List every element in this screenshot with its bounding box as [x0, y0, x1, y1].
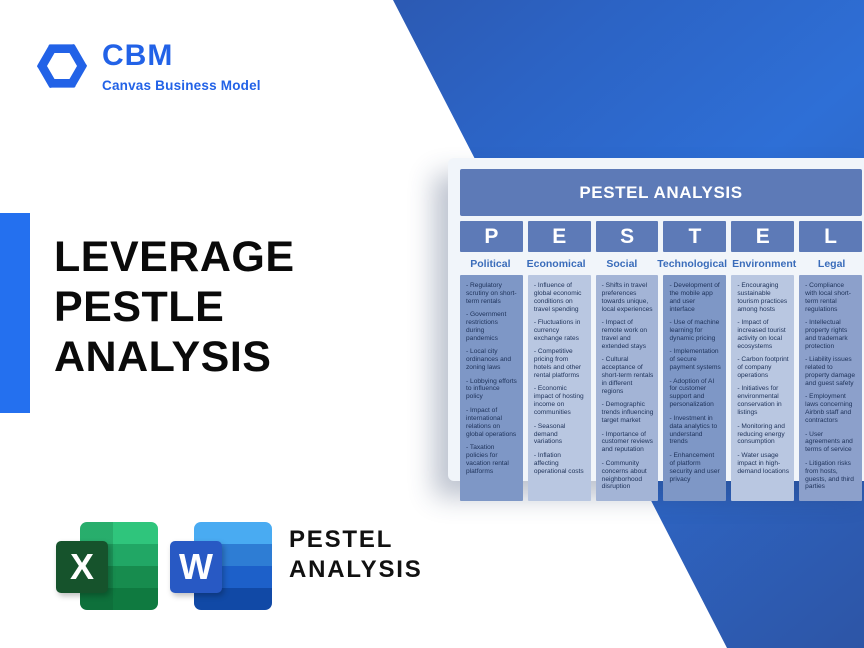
brand-logo: CBM Canvas Business Model	[36, 38, 261, 94]
bullet-item: - Initiatives for environmental conserva…	[737, 385, 782, 417]
bullet-item: - Cultural acceptance of short-term rent…	[601, 356, 654, 395]
word-icon: W	[169, 512, 273, 610]
pestel-table-title: PESTEL ANALYSIS	[460, 169, 862, 216]
bullet-item: - Regulatory scrutiny on short-term rent…	[466, 282, 517, 305]
bullet-item: - Investment in data analytics to unders…	[669, 414, 718, 446]
page-title-line: ANALYSIS	[54, 333, 272, 381]
bullet-item: - Seasonal demand variations	[533, 422, 566, 446]
bullet-item: - Development of the mobile app and user…	[669, 282, 720, 313]
bullet-item: - Local city ordinances and zoning laws	[466, 348, 512, 372]
column-body-environment: - Encouraging sustainable tourism practi…	[731, 275, 795, 501]
bullet-item: - Litigation risks from hosts, guests, a…	[805, 459, 854, 491]
column-letter-environment: E	[731, 221, 795, 252]
bullet-item: - Impact of increased tourist activity o…	[737, 319, 786, 350]
bullet-item: - Economic impact of hosting income on c…	[533, 385, 584, 417]
left-accent-bar	[0, 213, 30, 413]
column-body-technological: - Development of the mobile app and user…	[663, 275, 727, 501]
bullet-item: - Carbon footprint of company operations	[737, 356, 789, 380]
footer-label-line: ANALYSIS	[289, 556, 423, 583]
column-body-economical: - Influence of global economic condition…	[527, 275, 591, 501]
bullet-item: - Impact of remote work on travel and ex…	[601, 319, 648, 350]
bullet-item: - Importance of customer reviews and rep…	[601, 430, 653, 454]
column-letter-social: S	[595, 221, 659, 252]
column-letter-legal: L	[799, 221, 862, 252]
bullet-item: - Water usage impact in high-demand loca…	[737, 451, 790, 475]
page-title-line: LEVERAGE	[54, 233, 295, 281]
bullet-item: - Government restrictions during pandemi…	[466, 311, 507, 342]
bullet-item: - Demographic trends influencing target …	[601, 401, 654, 425]
bullet-item: - Community concerns about neighborhood …	[601, 459, 647, 491]
excel-letter-badge: X	[56, 541, 108, 593]
bullet-item: - Influence of global economic condition…	[533, 282, 582, 313]
column-body-legal: - Compliance with local short-term renta…	[799, 275, 862, 501]
column-header-social: Social	[606, 257, 638, 270]
footer: X W PESTEL ANALYSIS	[55, 512, 423, 610]
bullet-item: - Enhancement of platform security and u…	[669, 451, 720, 483]
bullet-item: - Competitive pricing from hotels and ot…	[533, 348, 582, 380]
word-letter-badge: W	[170, 541, 222, 593]
excel-icon: X	[55, 512, 159, 610]
bullet-item: - Monitoring and reducing energy consump…	[737, 422, 785, 446]
bullet-item: - Implementation of secure payment syste…	[669, 348, 721, 372]
cbm-hexagon-icon	[36, 43, 88, 89]
bullet-item: - Fluctuations in currency exchange rate…	[533, 319, 581, 342]
bullet-item: - Impact of international relations on g…	[466, 406, 517, 438]
footer-label-line: PESTEL	[289, 526, 394, 553]
brand-name: CBM	[102, 39, 174, 72]
bullet-item: - Lobbying efforts to influence policy	[466, 377, 517, 401]
bullet-item: - User agreements and terms of service	[805, 430, 853, 454]
bullet-item: - Adoption of AI for customer support an…	[669, 377, 715, 409]
column-header-environment: Environment	[732, 257, 797, 270]
footer-label: PESTEL ANALYSIS	[289, 512, 423, 585]
bullet-item: - Employment laws concerning Airbnb staf…	[805, 393, 853, 425]
bullet-item: - Taxation policies for vacation rental …	[466, 443, 509, 475]
column-body-political: - Regulatory scrutiny on short-term rent…	[460, 275, 523, 501]
column-letter-economical: E	[527, 221, 591, 252]
brand-tagline: Canvas Business Model	[102, 78, 261, 93]
page-title: LEVERAGE PESTLE ANALYSIS	[54, 232, 295, 382]
column-header-political: Political	[470, 257, 511, 270]
brand-text: CBM Canvas Business Model	[102, 38, 261, 94]
column-header-economical: Economical	[526, 257, 586, 270]
column-letter-technological: T	[663, 221, 727, 252]
bullet-item: - Shifts in travel preferences towards u…	[601, 282, 653, 313]
bullet-item: - Compliance with local short-term renta…	[805, 282, 851, 313]
bullet-item: - Encouraging sustainable tourism practi…	[737, 282, 788, 313]
page-title-line: PESTLE	[54, 283, 225, 331]
pestel-name-row: Political Economical Social Technological En…	[460, 254, 862, 273]
column-header-legal: Legal	[817, 257, 846, 270]
pestel-body-row: - Regulatory scrutiny on short-term rent…	[460, 275, 862, 501]
bullet-item: - Intellectual property rights and trade…	[805, 319, 848, 350]
bullet-item: - Inflation affecting operational costs	[533, 451, 584, 475]
column-letter-political: P	[460, 221, 523, 252]
bullet-item: - Use of machine learning for dynamic pr…	[669, 319, 720, 342]
column-body-social: - Shifts in travel preferences towards u…	[595, 275, 659, 501]
bullet-item: - Liability issues related to property d…	[805, 356, 856, 387]
column-header-technological: Technological	[657, 257, 728, 270]
